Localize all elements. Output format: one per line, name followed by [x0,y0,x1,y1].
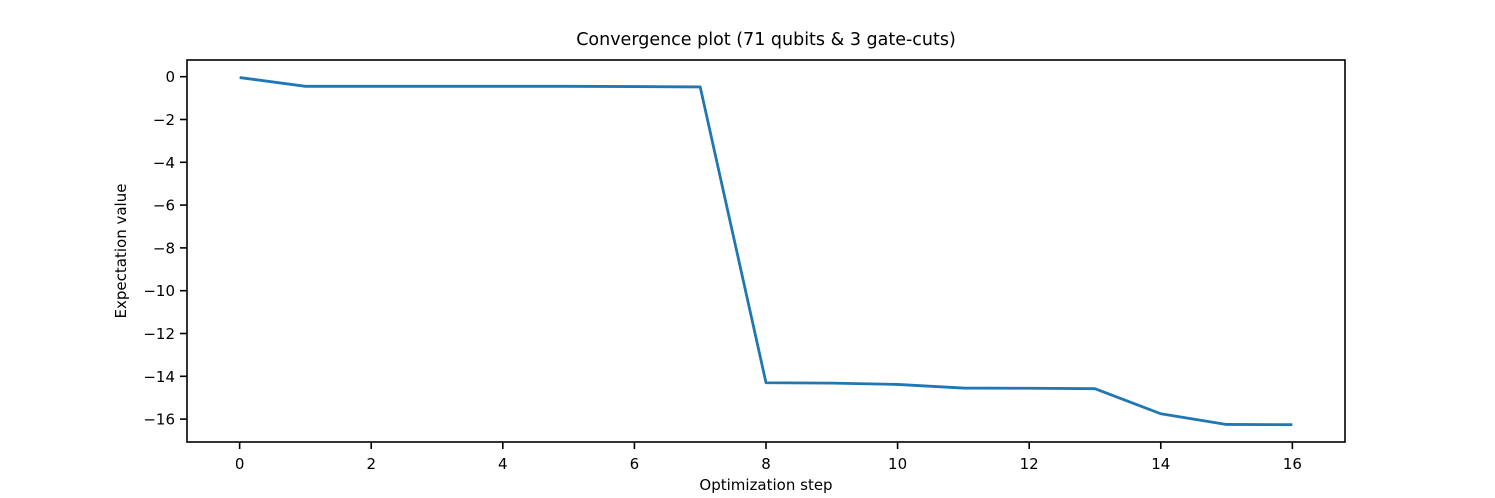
y-axis-label: Expectation value [112,184,130,319]
x-tick-label: 4 [498,455,508,473]
y-tick-label: 0 [165,68,175,86]
x-axis-label: Optimization step [699,476,832,494]
y-tick-label: −12 [143,325,175,343]
x-tick-label: 2 [366,455,376,473]
x-tick-label: 14 [1151,455,1170,473]
y-tick-label: −14 [143,368,175,386]
y-tick-label: −10 [143,282,175,300]
x-axis-ticks: 0 2 4 6 8 10 12 14 16 [235,442,1302,473]
x-tick-label: 8 [761,455,771,473]
y-tick-label: −8 [153,239,175,257]
x-tick-label: 12 [1020,455,1039,473]
x-tick-label: 6 [630,455,640,473]
y-tick-label: −4 [153,154,175,172]
y-tick-label: −16 [143,411,175,429]
y-axis-ticks: 0 −2 −4 −6 −8 −10 −12 −14 −16 [143,68,187,429]
x-tick-label: 16 [1283,455,1302,473]
y-tick-label: −6 [153,197,175,215]
series-line-expectation-value [239,76,1293,427]
y-tick-label: −2 [153,111,175,129]
x-tick-label: 0 [235,455,245,473]
chart-title: Convergence plot (71 qubits & 3 gate-cut… [576,30,956,50]
x-tick-label: 10 [888,455,907,473]
plot-frame [186,59,1346,443]
